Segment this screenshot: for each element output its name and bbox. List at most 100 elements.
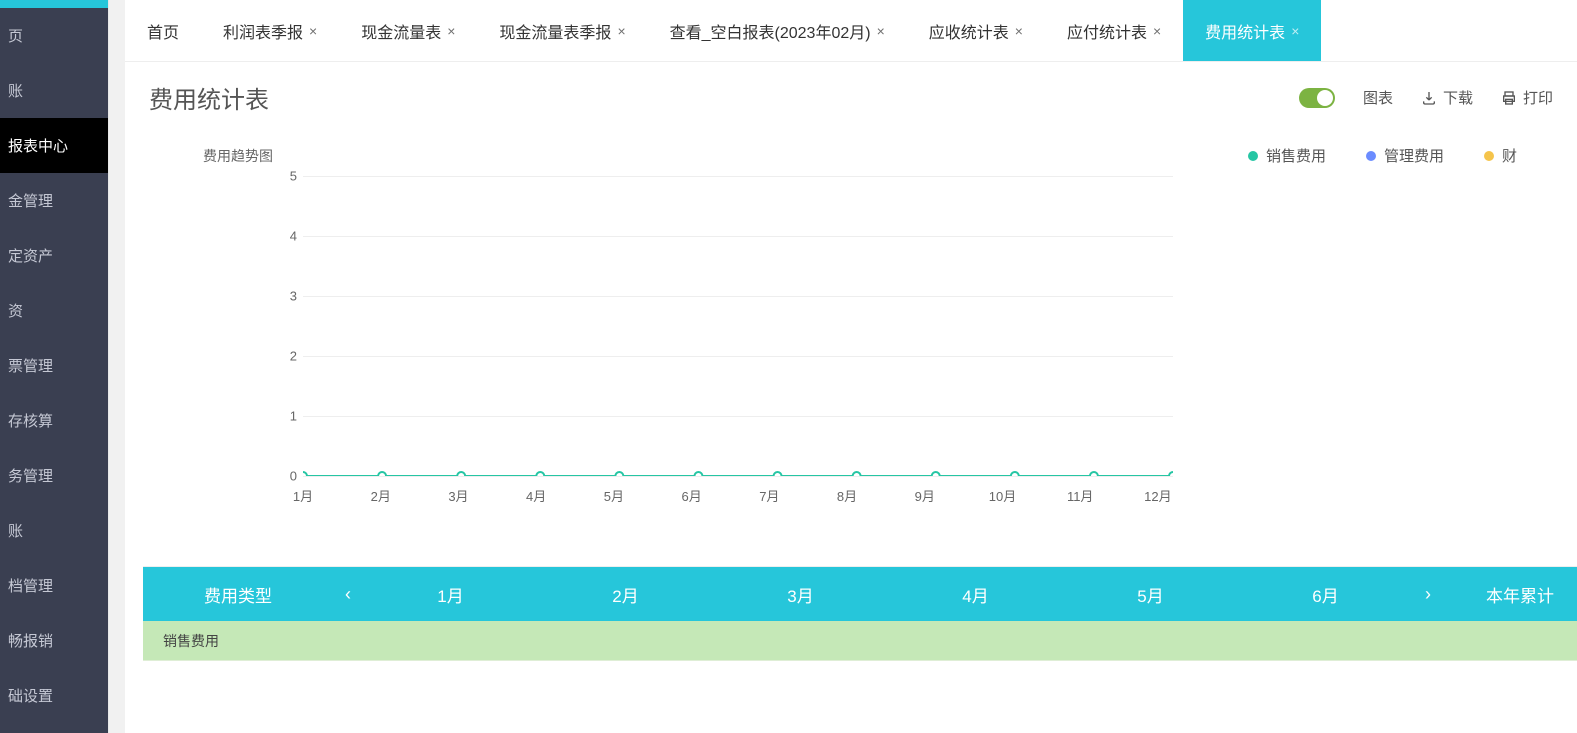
tab-label: 现金流量表季报 — [499, 19, 611, 43]
series-marker — [536, 472, 544, 476]
x-tick-label: 12月 — [1143, 486, 1173, 505]
legend-dot-icon — [1484, 151, 1494, 161]
table-header-month: 5月 — [1063, 582, 1238, 607]
x-tick-label: 10月 — [987, 486, 1017, 505]
tab-2[interactable]: 现金流量表 × — [339, 0, 477, 61]
header-actions: 图表 下载 打印 — [1299, 87, 1553, 108]
table-next-arrow[interactable]: › — [1413, 584, 1443, 605]
x-tick-label: 8月 — [832, 486, 862, 505]
sidebar-item-12[interactable]: 础设置 — [0, 668, 108, 723]
table-row[interactable]: 销售费用 — [143, 621, 1577, 661]
x-tick-label: 11月 — [1065, 486, 1095, 505]
series-marker — [457, 472, 465, 476]
close-icon[interactable]: × — [447, 23, 455, 39]
x-tick-label: 9月 — [910, 486, 940, 505]
table-month-headers: 1月2月3月4月5月6月 — [363, 582, 1413, 607]
table-body: 销售费用 — [143, 621, 1577, 661]
table-prev-arrow[interactable]: ‹ — [333, 584, 363, 605]
close-icon[interactable]: × — [617, 23, 625, 39]
close-icon[interactable]: × — [1153, 23, 1161, 39]
x-tick-label: 4月 — [521, 486, 551, 505]
legend-item[interactable]: 管理费用 — [1366, 145, 1444, 166]
tab-bar: 首页利润表季报×现金流量表×现金流量表季报×查看_空白报表(2023年02月)×… — [125, 0, 1577, 62]
close-icon[interactable]: × — [1015, 23, 1023, 39]
tab-3[interactable]: 现金流量表季报 × — [477, 0, 647, 61]
sidebar-item-10[interactable]: 档管理 — [0, 558, 108, 613]
legend-item[interactable]: 财 — [1484, 145, 1517, 166]
close-icon[interactable]: × — [309, 23, 317, 39]
chart-x-labels: 1月2月3月4月5月6月7月8月9月10月11月12月 — [303, 486, 1173, 505]
tab-1[interactable]: 利润表季报 × — [201, 0, 339, 61]
tab-label: 现金流量表 — [361, 19, 441, 43]
series-marker — [694, 472, 702, 476]
sidebar-item-2[interactable]: 报表中心 — [0, 118, 108, 173]
table-header-month: 6月 — [1238, 582, 1413, 607]
sidebar-item-4[interactable]: 定资产 — [0, 228, 108, 283]
series-marker — [378, 472, 386, 476]
x-tick-label: 6月 — [677, 486, 707, 505]
tab-6[interactable]: 应付统计表 × — [1045, 0, 1183, 61]
y-tick-label: 0 — [273, 469, 297, 484]
chart-title: 费用趋势图 — [203, 146, 1248, 166]
tab-label: 利润表季报 — [223, 19, 303, 43]
series-marker — [853, 472, 861, 476]
legend-label: 销售费用 — [1266, 145, 1326, 166]
close-icon[interactable]: × — [877, 23, 885, 39]
content: 费用趋势图 销售费用管理费用财 012345 1月2月3月4月5月6月7月8月9… — [143, 127, 1577, 661]
sidebar-item-6[interactable]: 票管理 — [0, 338, 108, 393]
series-marker — [1090, 472, 1098, 476]
chart-toggle-label: 图表 — [1363, 87, 1393, 108]
sidebar-item-1[interactable]: 账 — [0, 63, 108, 118]
sidebar-item-7[interactable]: 存核算 — [0, 393, 108, 448]
chart-header: 费用趋势图 销售费用 管理费用 财 — [143, 145, 1577, 176]
sidebar-item-3[interactable]: 金管理 — [0, 173, 108, 228]
sidebar-item-8[interactable]: 务管理 — [0, 448, 108, 503]
page-title: 费用统计表 — [149, 80, 1299, 115]
table-cell-type: 销售费用 — [163, 631, 333, 651]
download-label: 下载 — [1443, 87, 1473, 108]
series-marker — [774, 472, 782, 476]
print-button[interactable]: 打印 — [1501, 87, 1553, 108]
table-header-month: 1月 — [363, 582, 538, 607]
y-tick-label: 2 — [273, 349, 297, 364]
sidebar-item-9[interactable]: 账 — [0, 503, 108, 558]
series-marker — [303, 472, 307, 476]
sidebar-item-5[interactable]: 资 — [0, 283, 108, 338]
gridline — [303, 476, 1173, 477]
sidebar-item-0[interactable]: 页 — [0, 8, 108, 63]
sidebar-item-11[interactable]: 畅报销 — [0, 613, 108, 668]
tab-label: 应收统计表 — [929, 19, 1009, 43]
tab-label: 应付统计表 — [1067, 19, 1147, 43]
series-marker — [615, 472, 623, 476]
y-tick-label: 5 — [273, 169, 297, 184]
series-marker — [1011, 472, 1019, 476]
chart-toggle[interactable] — [1299, 88, 1335, 108]
series-marker — [932, 472, 940, 476]
download-button[interactable]: 下载 — [1421, 87, 1473, 108]
legend-item[interactable]: 销售费用 — [1248, 145, 1326, 166]
tab-4[interactable]: 查看_空白报表(2023年02月)× — [648, 0, 907, 61]
print-icon — [1501, 90, 1517, 106]
chart-area: 012345 1月2月3月4月5月6月7月8月9月10月11月12月 — [283, 176, 1517, 516]
page-header: 费用统计表 图表 下载 打印 — [125, 62, 1577, 127]
table-header-total: 本年累计 — [1443, 582, 1577, 607]
table-header-month: 3月 — [713, 582, 888, 607]
chart-line — [303, 176, 1173, 476]
legend-dot-icon — [1248, 151, 1258, 161]
close-icon[interactable]: × — [1291, 23, 1299, 39]
download-icon — [1421, 90, 1437, 106]
top-accent-bar — [0, 0, 110, 8]
chart-card: 费用趋势图 销售费用管理费用财 012345 1月2月3月4月5月6月7月8月9… — [143, 127, 1577, 546]
series-marker — [1169, 472, 1173, 476]
sidebar-scrollbar[interactable] — [108, 0, 125, 733]
table-header-month: 2月 — [538, 582, 713, 607]
tab-7[interactable]: 费用统计表 × — [1183, 0, 1321, 61]
table-header-month: 4月 — [888, 582, 1063, 607]
sidebar: 页账报表中心金管理定资产资票管理存核算务管理账档管理畅报销础设置 — [0, 8, 108, 733]
tab-0[interactable]: 首页 — [125, 0, 201, 61]
x-tick-label: 7月 — [754, 486, 784, 505]
legend-label: 管理费用 — [1384, 145, 1444, 166]
tab-5[interactable]: 应收统计表 × — [907, 0, 1045, 61]
tab-label: 费用统计表 — [1205, 19, 1285, 43]
y-tick-label: 4 — [273, 229, 297, 244]
